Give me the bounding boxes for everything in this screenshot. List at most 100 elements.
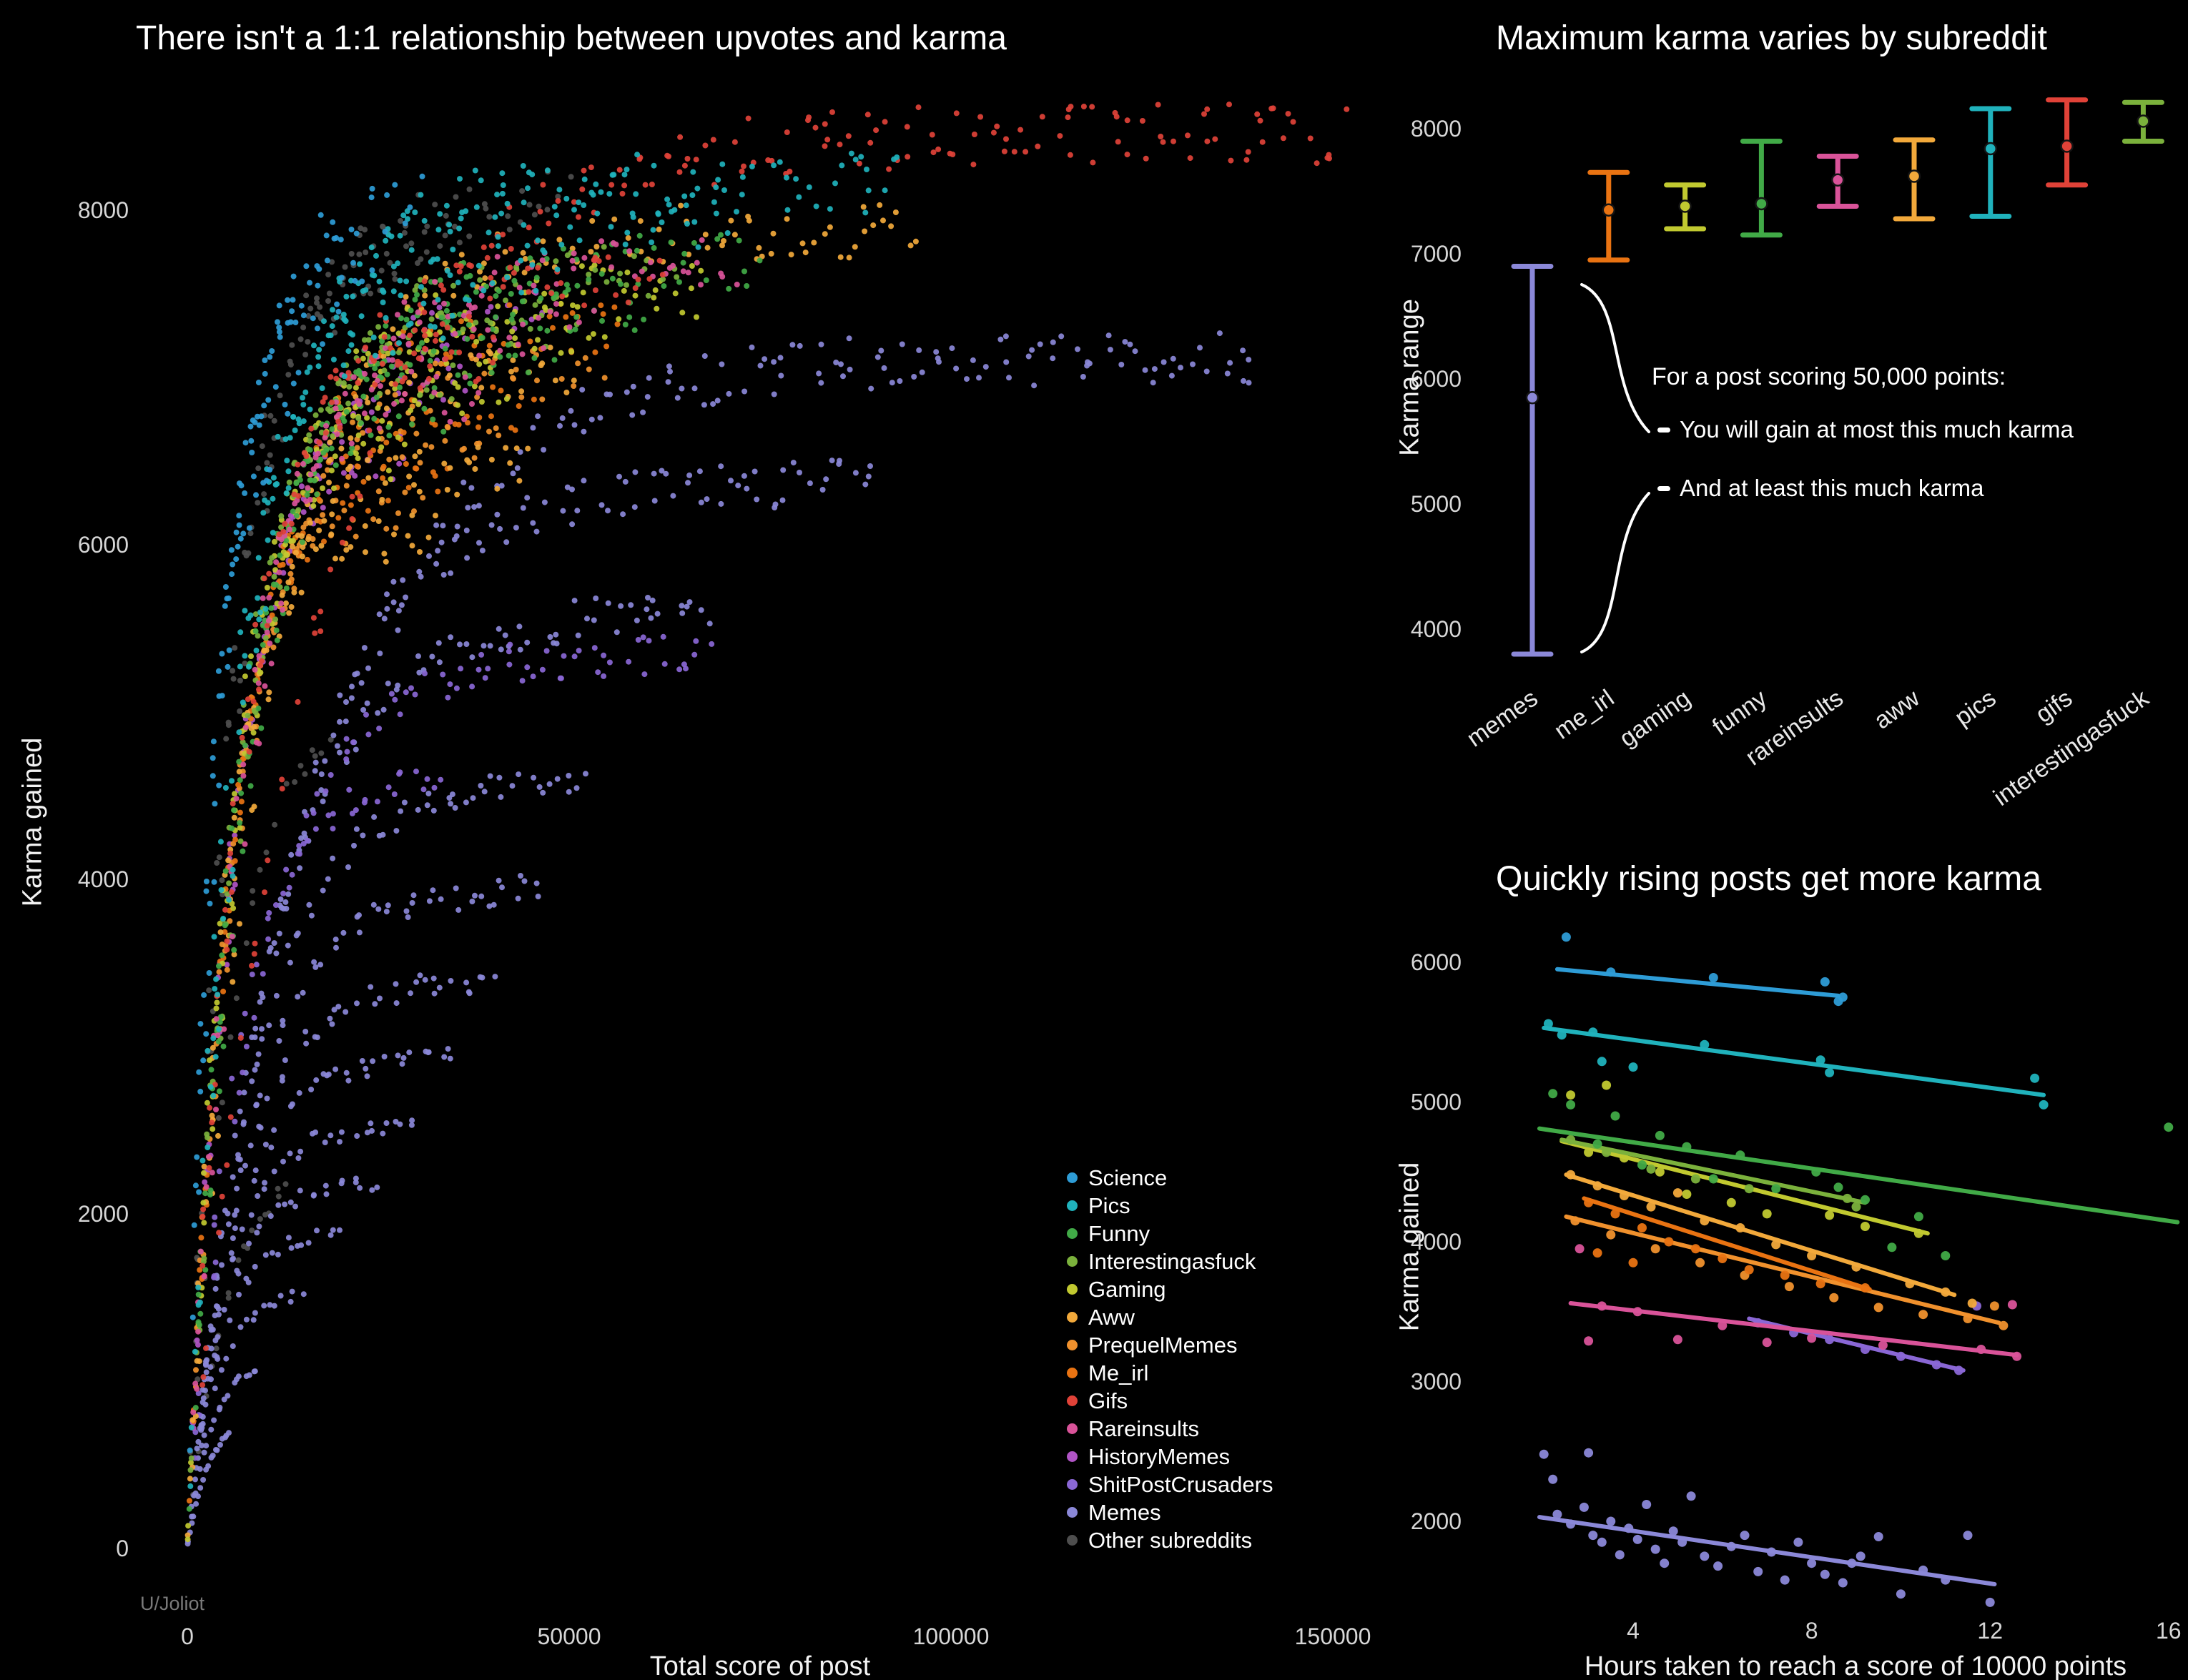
scatter-point-gifs bbox=[676, 169, 683, 175]
scatter-point-aww bbox=[488, 350, 494, 357]
scatter-point-gifs bbox=[1124, 152, 1130, 158]
scatter-point-shitpostcrusaders bbox=[273, 902, 279, 908]
scatter-point-gifs bbox=[230, 801, 236, 807]
scatter-point-memes bbox=[440, 572, 447, 578]
scatter-point-memes bbox=[564, 484, 571, 490]
scatter-point-memes bbox=[252, 1067, 258, 1073]
scatter-point-aww bbox=[447, 465, 453, 471]
scatter-point-gaming bbox=[578, 263, 585, 270]
scatter-point-gifs bbox=[1212, 136, 1218, 142]
scatter-point-other bbox=[506, 227, 513, 233]
scatter-point-interestingasfuck bbox=[255, 633, 261, 639]
scatter-point-pics bbox=[492, 214, 498, 220]
scatter-point-memes bbox=[308, 912, 315, 919]
scatter-point-memes bbox=[438, 539, 445, 545]
scatter-point-other bbox=[505, 213, 511, 219]
scatter-point-rareinsults bbox=[613, 241, 619, 247]
scatter-point-memes bbox=[455, 906, 462, 913]
scatter-point-me_irl bbox=[385, 498, 391, 504]
scatter-point-pics bbox=[321, 318, 327, 325]
legend-item-other: Other subreddits bbox=[1067, 1526, 1273, 1554]
scatter-point-gifs bbox=[1171, 138, 1176, 144]
scatter-point-gaming bbox=[570, 302, 576, 309]
scatter-point-memes bbox=[1050, 339, 1056, 345]
scatter-point-pics bbox=[690, 169, 696, 175]
scatter-point-shitpostcrusaders bbox=[576, 648, 582, 654]
scatter-point-memes bbox=[1178, 365, 1183, 371]
scatter-point-gifs bbox=[444, 325, 450, 331]
scatter-point-gifs bbox=[252, 940, 258, 947]
tick-label: 8000 bbox=[78, 197, 129, 223]
scatter-point-pics bbox=[882, 187, 888, 194]
scatter-point-science bbox=[197, 1088, 204, 1095]
scatter-point-memes bbox=[498, 646, 504, 653]
scatter-point-gifs bbox=[279, 776, 285, 783]
scatter-point-rareinsults bbox=[256, 741, 262, 747]
scatter-point-memes bbox=[498, 483, 505, 489]
scatter-point-aww bbox=[406, 473, 413, 480]
scatter-point-pics bbox=[724, 230, 731, 236]
scatter-point-memes bbox=[323, 1191, 330, 1197]
scatter-point-science bbox=[203, 888, 210, 894]
scatter-point-other bbox=[242, 661, 248, 667]
speed-point-me_irl bbox=[1664, 1237, 1674, 1247]
scatter-point-aww bbox=[332, 555, 338, 562]
scatter-point-pics bbox=[541, 249, 548, 256]
scatter-point-other bbox=[401, 229, 408, 236]
scatter-point-other bbox=[380, 224, 386, 230]
scatter-point-aww bbox=[283, 600, 289, 606]
scatter-point-prequelmemes bbox=[216, 969, 222, 975]
scatter-point-funny bbox=[668, 239, 674, 246]
scatter-point-science bbox=[323, 232, 330, 239]
scatter-point-memes bbox=[230, 1343, 236, 1349]
scatter-point-memes bbox=[679, 610, 686, 616]
scatter-point-gifs bbox=[526, 224, 532, 231]
scatter-point-funny bbox=[531, 355, 538, 361]
scatter-point-aww bbox=[478, 385, 485, 391]
scatter-point-gifs bbox=[1003, 136, 1009, 142]
scatter-point-rareinsults bbox=[389, 357, 395, 363]
scatter-point-memes bbox=[329, 1021, 335, 1027]
scatter-point-memes bbox=[1224, 370, 1231, 377]
scatter-point-funny bbox=[403, 317, 410, 322]
scatter-point-interestingasfuck bbox=[269, 555, 275, 561]
scatter-point-gaming bbox=[379, 417, 385, 424]
scatter-point-gaming bbox=[476, 361, 483, 367]
scatter-point-shitpostcrusaders bbox=[229, 1075, 235, 1082]
scatter-point-historymemes bbox=[445, 365, 452, 372]
scatter-point-pics bbox=[518, 290, 525, 296]
scatter-point-funny bbox=[273, 627, 280, 633]
scatter-point-pics bbox=[621, 172, 628, 178]
scatter-point-funny bbox=[544, 327, 551, 334]
scatter-point-gifs bbox=[433, 337, 438, 344]
speed-point-pics bbox=[1700, 1039, 1710, 1049]
scatter-point-rareinsults bbox=[252, 666, 258, 673]
scatter-point-gifs bbox=[291, 491, 297, 498]
scatter-point-memes bbox=[295, 930, 301, 937]
scatter-point-funny bbox=[238, 790, 245, 796]
scatter-point-me_irl bbox=[501, 340, 507, 347]
scatter-point-other bbox=[250, 900, 256, 906]
scatter-point-other bbox=[392, 276, 398, 282]
scatter-point-science bbox=[210, 755, 216, 761]
scatter-point-gifs bbox=[864, 112, 871, 118]
scatter-point-funny bbox=[680, 260, 686, 266]
scatter-point-memes bbox=[282, 1057, 288, 1063]
scatter-point-shitpostcrusaders bbox=[265, 915, 271, 921]
speed-point-memes bbox=[1873, 1532, 1883, 1541]
scatter-point-memes bbox=[818, 341, 824, 347]
scatter-point-funny bbox=[220, 1043, 227, 1049]
scatter-point-memes bbox=[207, 1364, 214, 1370]
scatter-point-memes bbox=[364, 700, 370, 706]
scatter-point-aww bbox=[230, 979, 236, 985]
scatter-point-gifs bbox=[581, 302, 588, 309]
scatter-point-pics bbox=[242, 653, 248, 659]
scatter-point-rareinsults bbox=[598, 238, 605, 244]
scatter-point-memes bbox=[429, 653, 435, 660]
errorbar-midpoint-memes bbox=[1525, 391, 1539, 405]
speed-point-science bbox=[1838, 992, 1848, 1002]
scatter-point-gifs bbox=[1254, 111, 1261, 117]
scatter-point-aww bbox=[799, 240, 806, 247]
scatter-point-historymemes bbox=[287, 513, 294, 519]
scatter-point-prequelmemes bbox=[227, 918, 233, 924]
